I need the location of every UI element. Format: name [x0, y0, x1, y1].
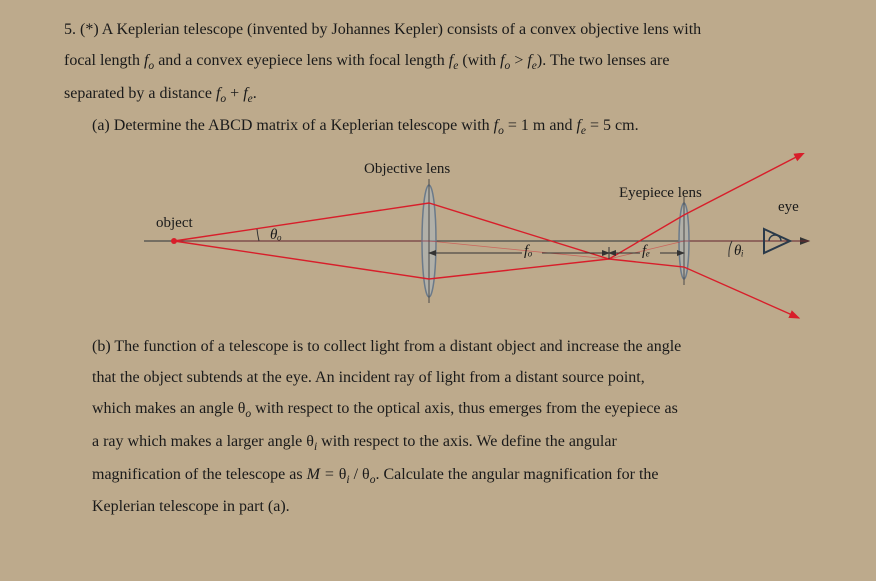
plus: + [226, 85, 243, 102]
part-a-a: Determine the ABCD matrix of a Keplerian… [114, 117, 494, 134]
part-a-label: (a) [92, 117, 110, 134]
problem-number: 5. [64, 21, 76, 38]
part-a: (a) Determine the ABCD matrix of a Keple… [64, 110, 812, 143]
pb-l5b: . Calculate the angular magnification fo… [375, 466, 658, 483]
label-fe: fₑ [642, 243, 650, 260]
label-eye: eye [778, 199, 799, 216]
problem-mark: (*) [80, 21, 99, 38]
pb-l6: Keplerian telescope in part (a). [92, 498, 290, 515]
label-theta-o: θₒ [270, 227, 282, 244]
tho2: θ [362, 466, 370, 483]
pb-l3b: with respect to the optical axis, thus e… [251, 400, 678, 417]
pb-l2: that the object subtends at the eye. An … [92, 369, 645, 386]
line2b: and a convex eyepiece lens with focal le… [154, 52, 449, 69]
line3b: . [253, 85, 257, 102]
part-a-c: = 5 cm. [586, 117, 639, 134]
pb-l4b: with respect to the axis. We define the … [317, 433, 617, 450]
pb-l4a: a ray which makes a larger angle [92, 433, 306, 450]
label-eyepiece: Eyepiece lens [619, 185, 702, 202]
line1: A Keplerian telescope (invented by Johan… [102, 21, 701, 38]
theta-i-arc [729, 241, 732, 257]
part-b: (b) The function of a telescope is to co… [64, 331, 812, 522]
pb-l3a: which makes an angle [92, 400, 238, 417]
part-a-b: = 1 m and [504, 117, 577, 134]
line2d: ). The two lenses are [537, 52, 670, 69]
line3a: separated by a distance [64, 85, 216, 102]
label-fo: fₒ [524, 243, 532, 260]
part-b-label: (b) [92, 338, 111, 355]
problem-statement: 5. (*) A Keplerian telescope (invented b… [64, 14, 812, 143]
line2a: focal length [64, 52, 144, 69]
gt: > [510, 52, 527, 69]
label-theta-i: θᵢ [734, 243, 744, 260]
theta-o-arc [257, 229, 259, 241]
telescope-diagram: Objective lens Eyepiece lens object eye … [64, 153, 812, 323]
diagram-svg [64, 153, 812, 323]
label-object: object [156, 215, 193, 232]
page: 5. (*) A Keplerian telescope (invented b… [0, 0, 876, 523]
label-objective: Objective lens [364, 161, 450, 178]
slash: / [350, 466, 362, 483]
ray-top [174, 153, 804, 259]
thi: θ [306, 433, 314, 450]
line2c: (with [458, 52, 500, 69]
meq: M = [307, 466, 339, 483]
pb-l5a: magnification of the telescope as [92, 466, 307, 483]
pb-l1: The function of a telescope is to collec… [114, 338, 681, 355]
